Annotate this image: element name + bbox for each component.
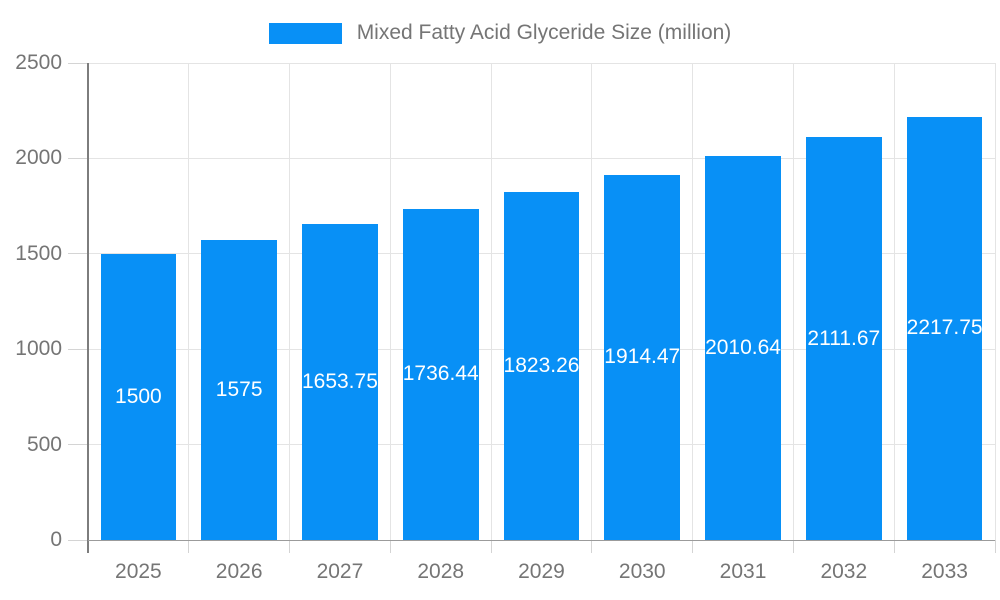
v-gridline: [692, 63, 694, 540]
x-axis-label: 2033: [921, 560, 968, 583]
chart-legend[interactable]: Mixed Fatty Acid Glyceride Size (million…: [0, 21, 1000, 45]
bar[interactable]: [302, 224, 378, 540]
v-gridline: [490, 63, 492, 540]
plot-area: 0 500 1000 1500 2000 2500 1500 2025 1575 2026 1653…: [15, 51, 996, 583]
legend-swatch-icon: [268, 22, 342, 44]
y-axis-tick: [68, 62, 88, 64]
bar[interactable]: [604, 174, 681, 540]
y-axis-tick: [68, 348, 88, 350]
y-axis-label: 1000: [15, 337, 62, 361]
v-gridline: [389, 63, 391, 540]
bar[interactable]: [503, 192, 580, 540]
y-axis-label: 1500: [15, 241, 62, 265]
x-axis-label: 2031: [719, 560, 767, 583]
bar-value-label: 1823.26: [503, 354, 580, 378]
v-gridline: [188, 63, 190, 540]
bar[interactable]: [705, 156, 781, 540]
v-gridline: [289, 63, 291, 540]
x-axis-tick: [792, 540, 794, 553]
bar[interactable]: [100, 253, 177, 540]
x-axis-tick: [389, 540, 391, 553]
bar-value-label: 1914.47: [604, 345, 681, 369]
x-axis-label: 2032: [820, 560, 868, 583]
legend-label: Mixed Fatty Acid Glyceride Size (million…: [356, 21, 732, 44]
bar-value-label: 2111.67: [807, 326, 881, 350]
v-gridline: [591, 63, 593, 540]
x-axis-tick: [188, 540, 190, 553]
bar-value-label: 2010.64: [705, 336, 781, 360]
y-axis-label: 500: [26, 432, 62, 456]
y-axis-label: 0: [50, 528, 62, 551]
y-axis-tick: [68, 253, 88, 255]
y-axis-label: 2500: [15, 51, 62, 74]
v-gridline: [792, 63, 794, 540]
x-axis-tick: [289, 540, 291, 553]
x-axis-label: 2028: [417, 560, 465, 583]
x-axis-line: [88, 539, 995, 541]
y-axis-tick: [68, 157, 88, 159]
x-axis-label: 2030: [618, 560, 666, 583]
x-axis-tick: [591, 540, 593, 553]
x-axis-label: 2029: [518, 560, 565, 583]
bar[interactable]: [402, 208, 479, 540]
h-gridline: [88, 62, 995, 64]
bar-value-label: 1500: [115, 384, 162, 408]
bar[interactable]: [806, 137, 882, 540]
y-axis-label: 2000: [15, 146, 62, 170]
bar-value-label: 1653.75: [301, 370, 378, 394]
v-gridline: [994, 63, 996, 540]
y-axis-line: [87, 63, 89, 553]
bar-value-label: 1736.44: [402, 362, 479, 386]
x-axis-tick: [692, 540, 694, 553]
x-axis-tick: [994, 540, 996, 553]
x-axis-tick: [490, 540, 492, 553]
v-gridline: [893, 63, 895, 540]
y-axis-tick: [68, 539, 88, 541]
x-axis-tick: [893, 540, 895, 553]
h-gridline: [88, 157, 995, 159]
x-axis-label: 2027: [316, 560, 364, 583]
y-axis-tick: [68, 444, 88, 446]
bar[interactable]: [906, 116, 983, 540]
bar-value-label: 2217.75: [906, 316, 983, 340]
x-axis-label: 2025: [115, 560, 162, 583]
x-axis-label: 2026: [215, 560, 263, 583]
bar-value-label: 1575: [215, 377, 263, 401]
bar[interactable]: [201, 239, 277, 540]
